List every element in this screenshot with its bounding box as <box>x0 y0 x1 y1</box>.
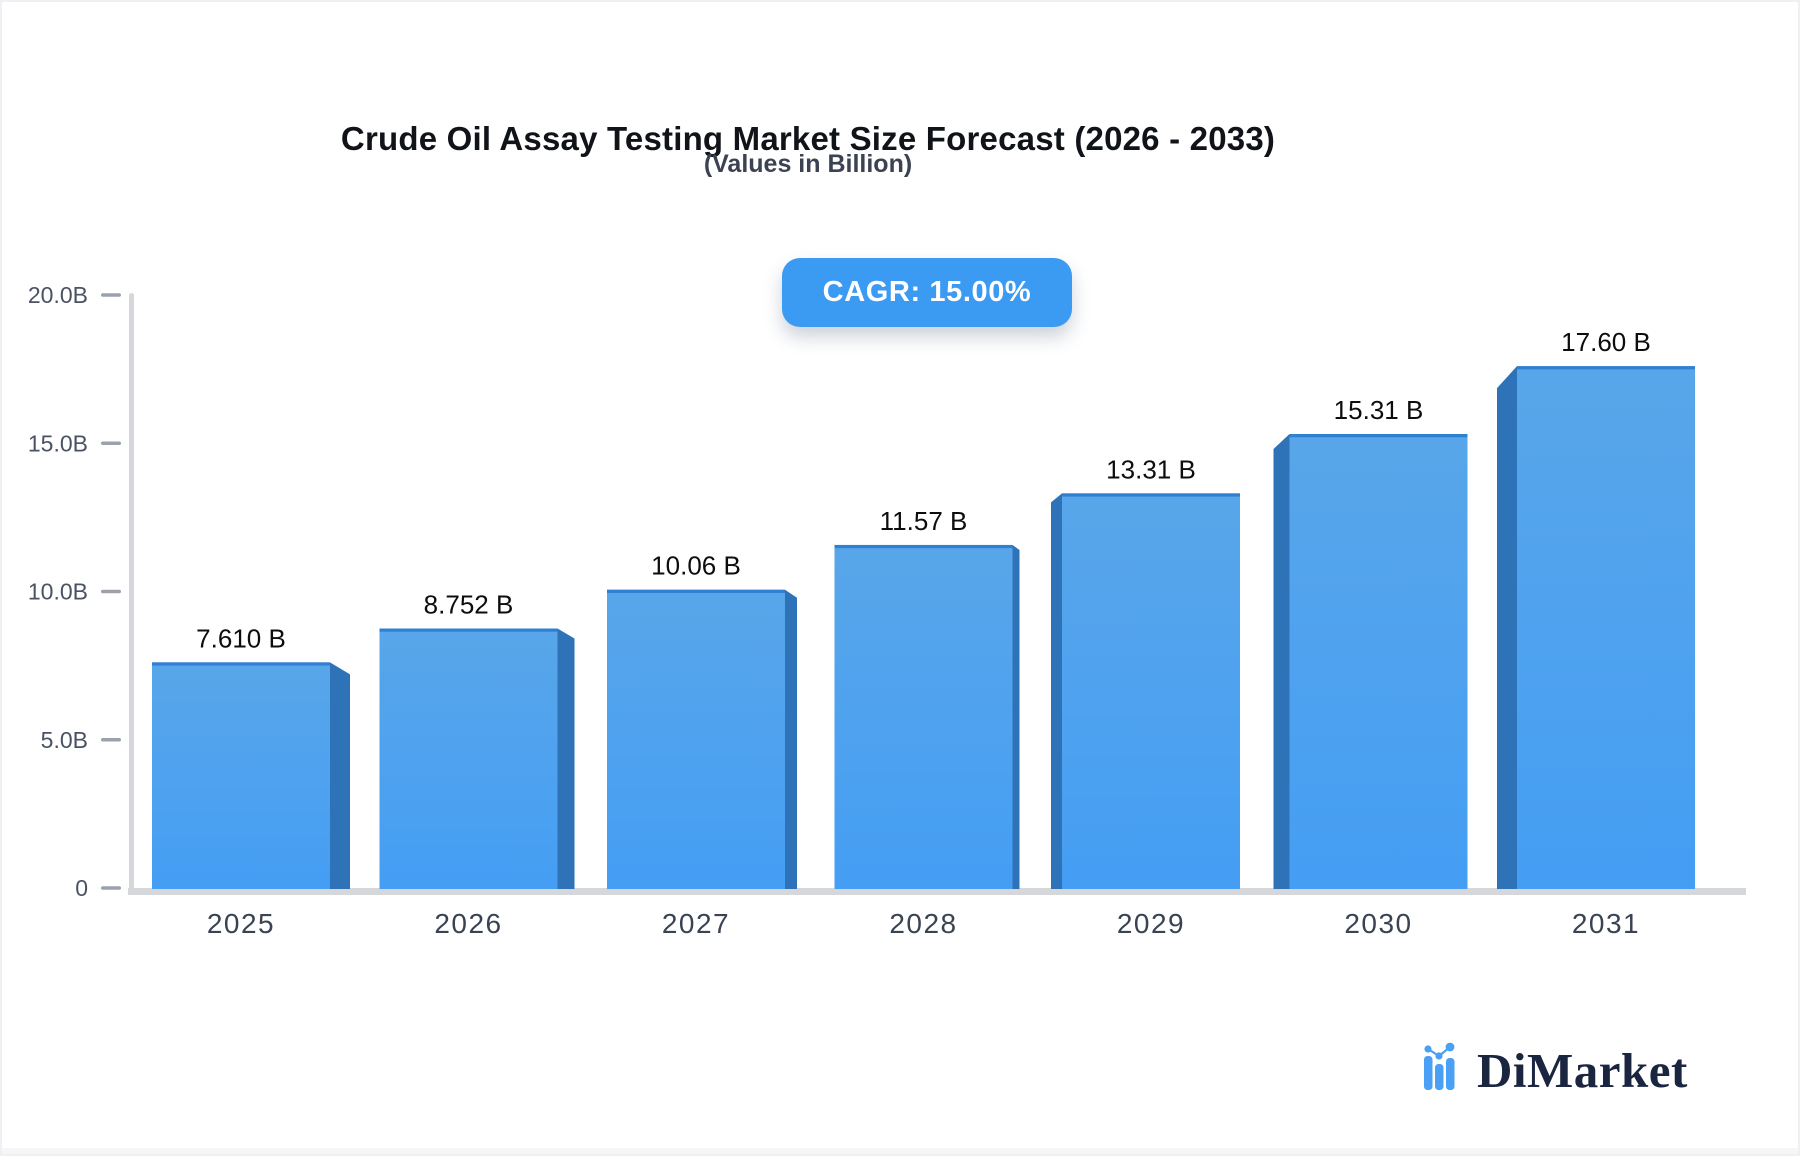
cagr-badge: CAGR: 15.00% <box>782 258 1072 327</box>
x-axis-label-2027: 2027 <box>662 908 730 939</box>
chart-subtitle: (Values in Billion) <box>703 150 913 178</box>
bar-2027-top-edge <box>607 589 785 593</box>
x-axis-label-2031: 2031 <box>1572 908 1640 939</box>
y-tick-label-5.0B: 5.0B <box>41 727 88 753</box>
bar-2029-side <box>1051 493 1062 889</box>
bar-value-label-2026: 8.752 B <box>424 590 514 620</box>
bar-2026-top-edge <box>379 628 558 632</box>
bar-2029-face <box>1062 493 1240 889</box>
cagr-badge-label: CAGR: 15.00% <box>822 276 1032 308</box>
y-tick-label-20.0B: 20.0B <box>28 282 88 308</box>
y-tick-5.0B <box>101 737 121 742</box>
bar-2029-top-edge <box>1062 493 1240 497</box>
y-tick-20.0B <box>101 293 121 297</box>
y-tick-label-15.0B: 15.0B <box>28 430 88 456</box>
bar-2028-face <box>834 544 1013 889</box>
y-tick-0 <box>101 886 121 890</box>
bar-2030-face <box>1289 434 1468 889</box>
bar-value-label-2028: 11.57 B <box>880 506 968 536</box>
bar-2027-side <box>785 589 797 889</box>
page-bottom-strip <box>2 1148 1798 1154</box>
bar-2031-top-edge <box>1517 366 1695 370</box>
bar-2028-top-edge <box>834 544 1013 549</box>
bar-value-label-2025: 7.610 B <box>196 623 286 653</box>
x-axis-label-2026: 2026 <box>434 908 502 939</box>
bar-value-label-2031: 17.60 B <box>1561 327 1651 357</box>
bar-2027-face <box>607 589 785 889</box>
x-axis-label-2030: 2030 <box>1344 908 1412 939</box>
bar-value-label-2027: 10.06 B <box>651 551 741 581</box>
y-tick-10.0B <box>101 589 121 594</box>
x-axis-label-2025: 2025 <box>207 908 275 939</box>
bar-value-label-2029: 13.31 B <box>1106 454 1196 484</box>
y-axis-line <box>129 293 134 895</box>
dimarket-logo: DiMarket <box>1422 1040 1688 1095</box>
bar-2028-side <box>1012 544 1020 889</box>
dimarket-logo-text: DiMarket <box>1477 1043 1688 1098</box>
x-axis-label-2029: 2029 <box>1117 908 1185 939</box>
x-axis-label-2028: 2028 <box>889 908 957 939</box>
bar-2025-top-edge <box>152 662 330 666</box>
bar-2031-face <box>1517 366 1695 889</box>
bar-chart-logo-icon <box>1424 1042 1455 1090</box>
bar-2030-side <box>1273 434 1290 889</box>
y-tick-label-10.0B: 10.0B <box>28 579 88 605</box>
bar-2025-side <box>330 662 350 889</box>
bar-2030-top-edge <box>1289 434 1468 438</box>
bar-2026-side <box>557 628 575 889</box>
bar-2025-face <box>152 662 330 889</box>
bar-2026-face <box>379 628 558 889</box>
x-axis-line <box>128 888 1746 895</box>
chart-title: Crude Oil Assay Testing Market Size Fore… <box>340 120 1276 158</box>
bar-2031-side <box>1497 366 1517 889</box>
y-tick-label-0: 0 <box>75 875 88 901</box>
y-tick-15.0B <box>101 441 121 446</box>
bar-value-label-2030: 15.31 B <box>1334 395 1424 425</box>
